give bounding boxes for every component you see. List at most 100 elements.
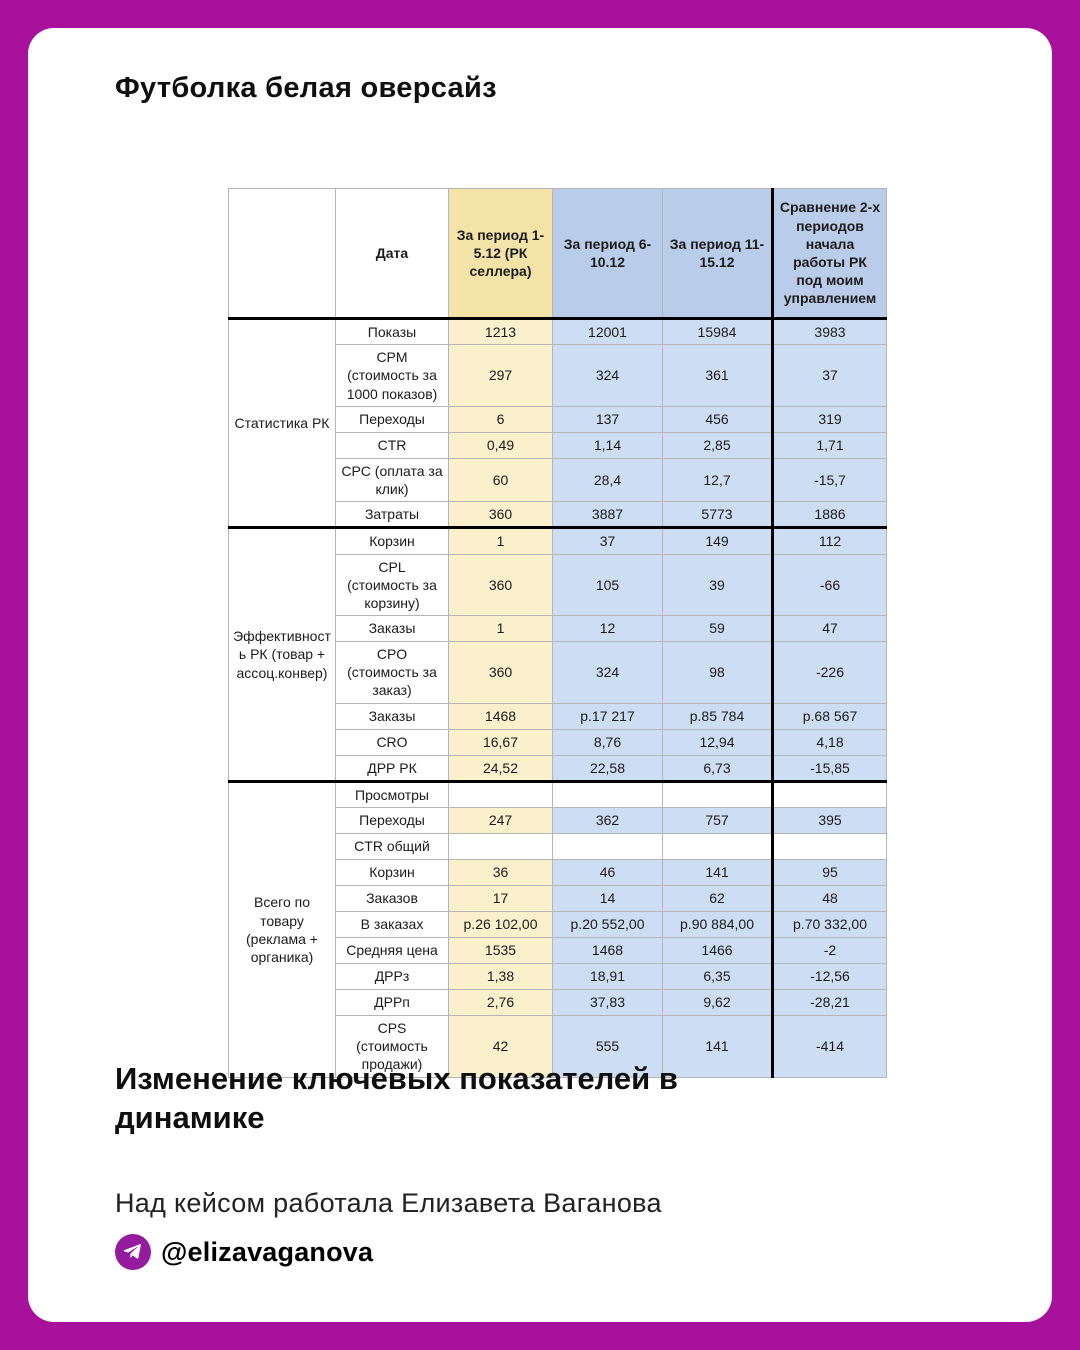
value-cell: 12,7	[662, 457, 773, 503]
table-row: Корзин 36 46 141 95	[229, 859, 887, 886]
row-label: Заказы	[335, 702, 449, 730]
value-cell: 12	[552, 615, 663, 643]
value-cell: р.26 102,00	[448, 911, 553, 938]
value-cell: 16,67	[448, 728, 553, 756]
value-cell: 3983	[771, 316, 887, 346]
value-cell: р.20 552,00	[552, 911, 663, 938]
value-cell: -226	[771, 641, 887, 704]
value-cell: 456	[662, 405, 773, 433]
value-cell: 8,76	[552, 728, 663, 756]
value-cell: 1466	[662, 937, 773, 964]
value-cell: р.68 567	[771, 702, 887, 730]
value-cell: 1468	[552, 937, 663, 964]
row-label: CTR	[335, 431, 449, 459]
table-head-row: Дата За период 1-5.12 (РК селлера) За пер…	[228, 188, 887, 320]
value-cell: 22,58	[552, 754, 663, 782]
value-cell: 95	[771, 859, 887, 886]
table-row: Переходы 6 137 456 319	[229, 405, 887, 433]
telegram-icon[interactable]	[115, 1234, 151, 1270]
value-cell: 14	[552, 885, 663, 912]
value-cell: 360	[448, 501, 553, 529]
value-cell: 361	[662, 344, 773, 407]
table-row: Затраты 360 3887 5773 1886	[229, 501, 887, 529]
value-cell: -15,7	[771, 457, 887, 503]
group-label: Всего по товару (реклама + органика)	[228, 779, 336, 1078]
value-cell: 360	[448, 641, 553, 704]
row-label: CTR общий	[335, 833, 449, 860]
value-cell: -66	[771, 553, 887, 617]
value-cell: 757	[662, 807, 773, 834]
row-label: CPL (стоимость за корзину)	[335, 553, 449, 617]
value-cell: 6,35	[662, 963, 773, 990]
row-label: В заказах	[335, 911, 449, 938]
page-title: Футболка белая оверсайз	[115, 72, 497, 104]
value-cell	[552, 833, 663, 860]
value-cell: 137	[552, 405, 663, 433]
value-cell: 1535	[448, 937, 553, 964]
value-cell: 98	[662, 641, 773, 704]
value-cell: 17	[448, 885, 553, 912]
value-cell: 18,91	[552, 963, 663, 990]
value-cell	[662, 779, 773, 809]
value-cell: 395	[771, 807, 887, 834]
value-cell	[662, 833, 773, 860]
value-cell: 12,94	[662, 728, 773, 756]
row-label: CPS (стоимость продажи)	[335, 1015, 449, 1078]
row-label: ДРР РК	[335, 754, 449, 782]
value-cell: 1213	[448, 316, 553, 346]
table-row: CTR общий	[229, 833, 887, 860]
value-cell: 555	[552, 1015, 663, 1078]
value-cell: -28,21	[771, 989, 887, 1016]
value-cell	[771, 779, 887, 809]
value-cell: 247	[448, 807, 553, 834]
row-label: Корзин	[335, 526, 449, 555]
table-row: Всего по товару (реклама + органика) Прос…	[228, 779, 887, 1078]
value-cell: 12001	[552, 316, 663, 346]
value-cell: р.90 884,00	[662, 911, 773, 938]
value-cell: 1	[448, 526, 553, 555]
table-row: CPC (оплата за клик) 60 28,4 12,7 -15,7	[229, 457, 887, 503]
value-cell: 105	[552, 553, 663, 617]
value-cell: 2,85	[662, 431, 773, 459]
value-cell: 36	[448, 859, 553, 886]
table-row: Средняя цена 1535 1468 1466 -2	[229, 937, 887, 964]
date-column-header: Дата	[335, 188, 449, 320]
value-cell: 1468	[448, 702, 553, 730]
value-cell: 60	[448, 457, 553, 503]
row-label: CPC (оплата за клик)	[335, 457, 449, 503]
value-cell: 5773	[662, 501, 773, 529]
value-cell: 141	[662, 859, 773, 886]
value-cell: 141	[662, 1015, 773, 1078]
value-cell: р.70 332,00	[771, 911, 887, 938]
value-cell: р.85 784	[662, 702, 773, 730]
telegram-handle[interactable]: @elizavaganova	[161, 1236, 374, 1267]
metrics-table: Дата За период 1-5.12 (РК селлера) За пер…	[228, 188, 887, 1078]
group-label: Эффективность РК (товар + ассоц.конвер)	[228, 526, 336, 782]
content-card: Футболка белая оверсайз Дата За период 1…	[28, 28, 1052, 1322]
value-cell: 39	[662, 553, 773, 617]
value-cell: 37	[552, 526, 663, 555]
value-cell: р.17 217	[552, 702, 663, 730]
value-cell: 15984	[662, 316, 773, 346]
value-cell: 0,49	[448, 431, 553, 459]
table-row: CPL (стоимость за корзину) 360 105 39 -66	[229, 553, 887, 617]
table-row: CPS (стоимость продажи) 42 555 141 -414	[229, 1015, 887, 1078]
section-heading: Изменение ключевых показателей в динамик…	[115, 1061, 678, 1135]
row-label: Затраты	[335, 501, 449, 529]
value-cell: 42	[448, 1015, 553, 1078]
value-cell: 6	[448, 405, 553, 433]
table-row: Эффективность РК (товар + ассоц.конвер) К…	[228, 526, 887, 782]
value-cell	[448, 779, 553, 809]
row-label: Показы	[335, 316, 449, 346]
row-label: ДРРп	[335, 989, 449, 1016]
value-cell: 46	[552, 859, 663, 886]
period-column-header: За период 11-15.12	[662, 188, 773, 320]
value-cell: 324	[552, 641, 663, 704]
value-cell: 28,4	[552, 457, 663, 503]
value-cell: 1886	[771, 501, 887, 529]
table-row: CTR 0,49 1,14 2,85 1,71	[229, 431, 887, 459]
row-label: CRO	[335, 728, 449, 756]
row-label: CPM (стоимость за 1000 показов)	[335, 344, 449, 407]
metrics-table-wrap: Дата За период 1-5.12 (РК селлера) За пер…	[228, 188, 887, 1078]
value-cell: 4,18	[771, 728, 887, 756]
